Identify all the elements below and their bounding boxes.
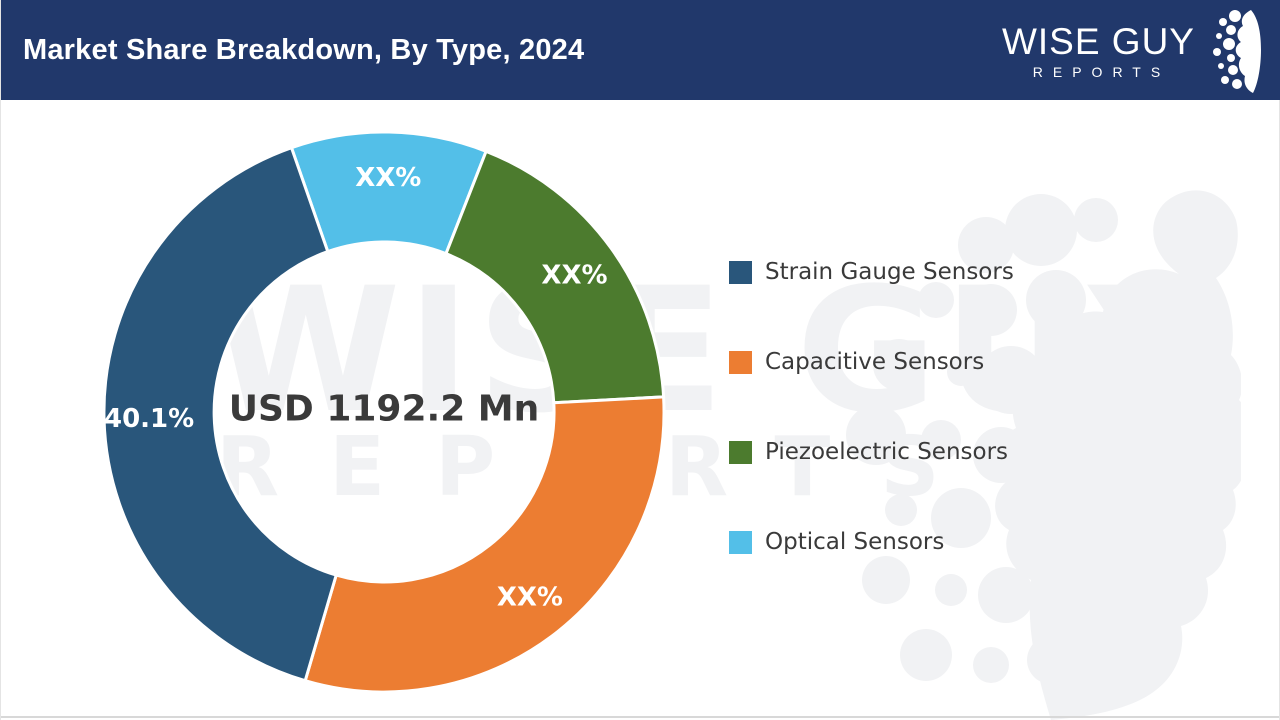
header-bar: Market Share Breakdown, By Type, 2024 WI… [1,0,1280,100]
watermark-face-icon [846,190,1241,720]
legend-item: Capacitive Sensors [729,348,1014,376]
slice-label: 40.1% [104,404,194,434]
legend-item: Piezoelectric Sensors [729,438,1014,466]
legend-item: Strain Gauge Sensors [729,258,1014,286]
legend-label: Piezoelectric Sensors [765,439,1009,465]
legend-label: Capacitive Sensors [765,349,985,375]
slice-label: XX% [541,260,607,290]
slice-label: XX% [497,582,563,612]
legend-swatch [729,260,752,284]
chart-center-value: USD 1192.2 Mn [228,388,540,430]
logo-face-icon [1213,10,1261,93]
legend-swatch [729,350,752,374]
legend-swatch [729,530,752,554]
page-title: Market Share Breakdown, By Type, 2024 [23,33,585,66]
logo-wordmark: WISE GUY [1001,20,1195,62]
donut-slice [303,395,666,694]
legend-swatch [729,440,752,464]
legend: Strain Gauge Sensors Capacitive Sensors … [729,258,1014,618]
legend-label: Optical Sensors [765,529,945,555]
legend-item: Optical Sensors [729,528,1014,556]
donut-slice [444,149,666,405]
legend-label: Strain Gauge Sensors [765,259,1014,285]
brand-logo: WISE GUY REPORTS [1002,8,1263,94]
slice-label: XX% [355,163,421,193]
footer-divider [1,716,1279,718]
logo-subtitle: REPORTS [1032,64,1171,81]
donut-slice [102,146,338,683]
